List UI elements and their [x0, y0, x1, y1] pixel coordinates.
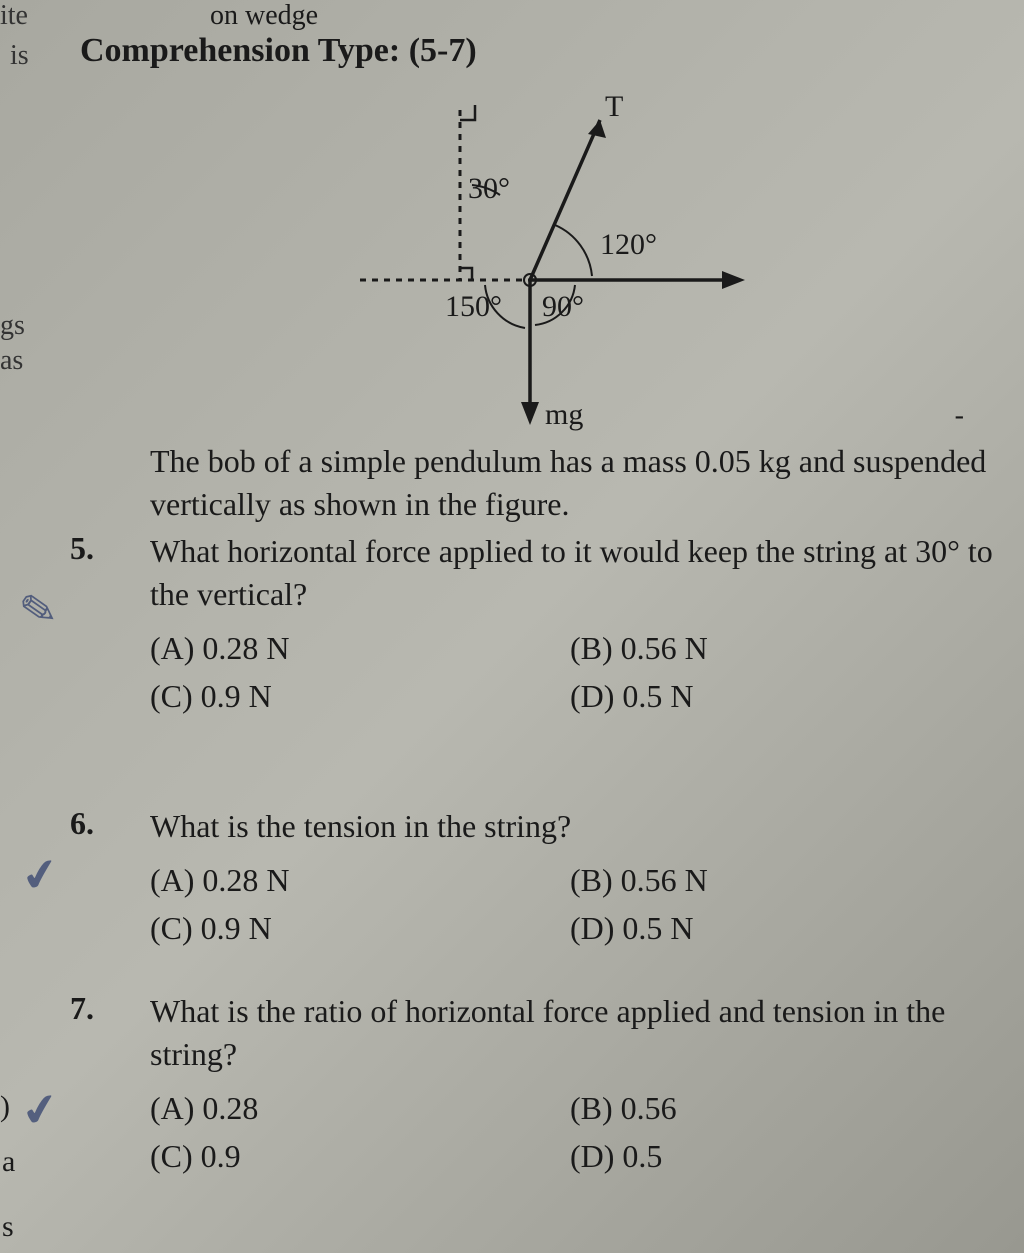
passage-text: The bob of a simple pendulum has a mass …: [150, 440, 1024, 526]
diagram-svg: [350, 80, 750, 430]
q6-number: 6.: [70, 805, 94, 842]
stray-dash: -: [955, 400, 964, 432]
question-7: 7. What is the ratio of horizontal force…: [30, 990, 1024, 1180]
page-container: ite is gs as on wedge Comprehension Type…: [0, 0, 1024, 30]
q7-option-c: (C) 0.9: [150, 1132, 570, 1180]
edge-fragment-s: s: [2, 1210, 14, 1244]
q6-option-d: (D) 0.5 N: [570, 904, 1024, 952]
edge-fragment-is: is: [10, 40, 29, 72]
q6-option-b: (B) 0.56 N: [570, 856, 1024, 904]
q5-option-a: (A) 0.28 N: [150, 624, 570, 672]
q7-text: What is the ratio of horizontal force ap…: [150, 990, 1024, 1076]
q5-option-c: (C) 0.9 N: [150, 672, 570, 720]
force-diagram: T 30° 120° 150° 90° mg: [350, 80, 750, 430]
label-120: 120°: [600, 228, 657, 262]
q5-option-d: (D) 0.5 N: [570, 672, 1024, 720]
comprehension-heading: Comprehension Type: (5-7): [80, 32, 477, 70]
q6-text: What is the tension in the string?: [150, 805, 1024, 848]
edge-fragment-as: as: [0, 345, 23, 377]
label-30: 30°: [468, 172, 510, 206]
q5-text: What horizontal force applied to it woul…: [150, 530, 1024, 616]
edge-fragment-gs: gs: [0, 310, 25, 342]
q5-number: 5.: [70, 530, 94, 567]
label-150: 150°: [445, 290, 502, 324]
q6-option-c: (C) 0.9 N: [150, 904, 570, 952]
label-90: 90°: [542, 290, 584, 324]
q5-options: (A) 0.28 N (B) 0.56 N (C) 0.9 N (D) 0.5 …: [150, 624, 1024, 720]
q7-option-a: (A) 0.28: [150, 1084, 570, 1132]
q6-options: (A) 0.28 N (B) 0.56 N (C) 0.9 N (D) 0.5 …: [150, 856, 1024, 952]
q7-option-b: (B) 0.56: [570, 1084, 1024, 1132]
edge-fragment-paren: ): [0, 1090, 10, 1124]
question-6: 6. What is the tension in the string? (A…: [30, 805, 1024, 952]
q6-option-a: (A) 0.28 N: [150, 856, 570, 904]
question-5: 5. What horizontal force applied to it w…: [30, 530, 1024, 720]
label-t: T: [605, 90, 623, 124]
edge-fragment-te: ite: [0, 0, 28, 32]
q7-option-d: (D) 0.5: [570, 1132, 1024, 1180]
top-partial-line: on wedge: [210, 0, 318, 32]
q7-number: 7.: [70, 990, 94, 1027]
label-mg: mg: [545, 398, 583, 432]
q7-options: (A) 0.28 (B) 0.56 (C) 0.9 (D) 0.5: [150, 1084, 1024, 1180]
edge-fragment-a: a: [2, 1145, 15, 1179]
q5-option-b: (B) 0.56 N: [570, 624, 1024, 672]
